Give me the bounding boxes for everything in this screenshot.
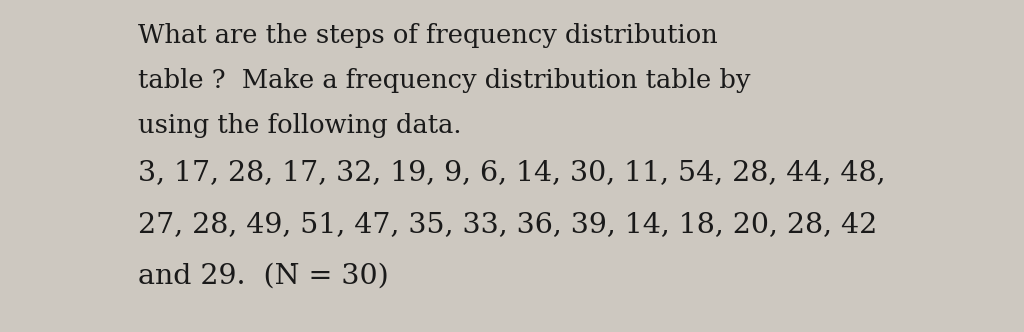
Text: table ?  Make a frequency distribution table by: table ? Make a frequency distribution ta… [138,68,751,93]
Text: and 29.  (Ṅ = 30): and 29. (Ṅ = 30) [138,262,389,289]
Text: What are the steps of frequency distribution: What are the steps of frequency distribu… [138,23,718,48]
Text: using the following data.: using the following data. [138,113,462,138]
Text: 27, 28, 49, 51, 47, 35, 33, 36, 39, 14, 18, 20, 28, 42: 27, 28, 49, 51, 47, 35, 33, 36, 39, 14, … [138,211,878,238]
Text: 3, 17, 28, 17, 32, 19, 9, 6, 14, 30, 11, 54, 28, 44, 48,: 3, 17, 28, 17, 32, 19, 9, 6, 14, 30, 11,… [138,159,886,186]
